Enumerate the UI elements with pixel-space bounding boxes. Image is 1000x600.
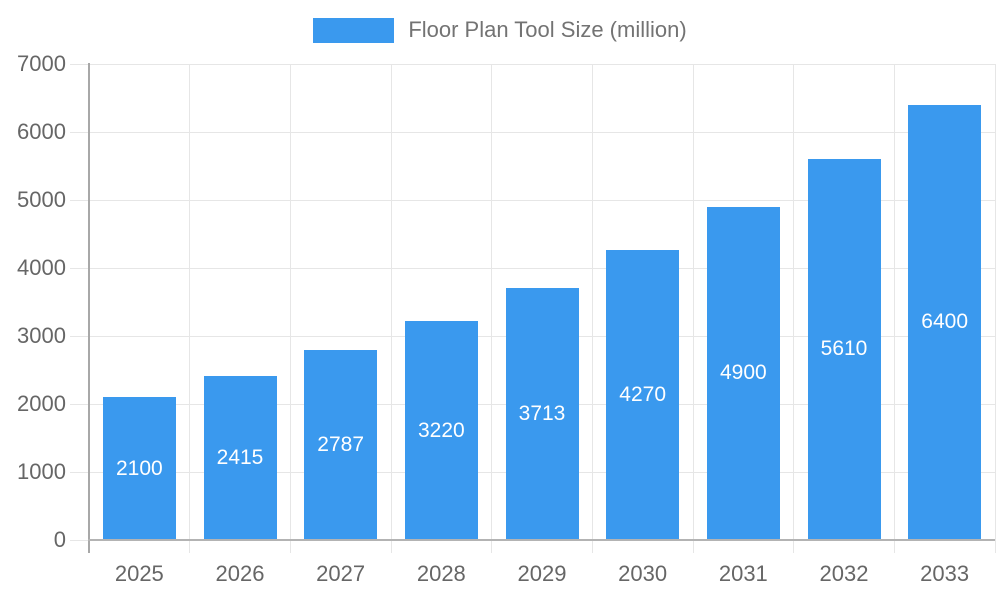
legend-swatch bbox=[313, 17, 395, 43]
y-tick-label: 7000 bbox=[17, 51, 66, 76]
x-tick-label: 2026 bbox=[215, 561, 265, 586]
y-tick-label: 6000 bbox=[17, 119, 66, 144]
bar-value-label: 2787 bbox=[317, 433, 365, 457]
y-tick-label: 5000 bbox=[17, 187, 66, 212]
bar bbox=[505, 287, 579, 540]
y-tick-label: 1000 bbox=[17, 459, 66, 484]
x-gridline bbox=[994, 64, 996, 553]
bar-value-label: 6400 bbox=[921, 310, 969, 334]
bar-value-label: 4900 bbox=[719, 361, 767, 385]
legend-label: Floor Plan Tool Size (million) bbox=[408, 17, 687, 42]
x-gridline bbox=[189, 64, 191, 553]
x-gridline bbox=[491, 64, 493, 553]
y-tick-label: 4000 bbox=[17, 255, 66, 280]
x-gridline bbox=[591, 64, 593, 553]
legend-item[interactable]: Floor Plan Tool Size (million) bbox=[0, 17, 1000, 43]
bar bbox=[908, 104, 982, 540]
x-gridline bbox=[692, 64, 694, 553]
x-tick-label: 2028 bbox=[416, 561, 466, 586]
bar-value-label: 5610 bbox=[820, 337, 868, 361]
y-tick-label: 2000 bbox=[17, 391, 66, 416]
y-tick-label: 3000 bbox=[17, 323, 66, 348]
x-tick-label: 2030 bbox=[618, 561, 668, 586]
y-axis-line bbox=[88, 63, 90, 553]
bar-value-label: 4270 bbox=[619, 382, 667, 406]
x-tick-label: 2032 bbox=[819, 561, 869, 586]
bar bbox=[606, 249, 680, 540]
x-gridline bbox=[893, 64, 895, 553]
x-gridline bbox=[289, 64, 291, 553]
y-gridline bbox=[70, 63, 995, 65]
x-gridline bbox=[390, 64, 392, 553]
x-tick-label: 2031 bbox=[718, 561, 768, 586]
bar bbox=[102, 397, 176, 540]
y-tick-label: 0 bbox=[53, 527, 66, 552]
bar bbox=[203, 375, 277, 540]
bar bbox=[304, 350, 378, 540]
bar bbox=[404, 321, 478, 540]
bar-value-label: 3713 bbox=[518, 401, 566, 425]
y-gridline bbox=[70, 199, 995, 201]
x-gridline bbox=[793, 64, 795, 553]
x-tick-label: 2033 bbox=[920, 561, 970, 586]
bar bbox=[807, 158, 881, 540]
bar-value-label: 3220 bbox=[417, 418, 465, 442]
y-gridline bbox=[70, 131, 995, 133]
bar-value-label: 2415 bbox=[216, 445, 264, 469]
x-axis-line bbox=[88, 539, 995, 541]
y-gridline bbox=[70, 267, 995, 269]
x-tick-label: 2029 bbox=[517, 561, 567, 586]
x-tick-label: 2027 bbox=[316, 561, 366, 586]
bar bbox=[706, 206, 780, 540]
x-tick-label: 2025 bbox=[114, 561, 164, 586]
bar-value-label: 2100 bbox=[115, 456, 163, 480]
